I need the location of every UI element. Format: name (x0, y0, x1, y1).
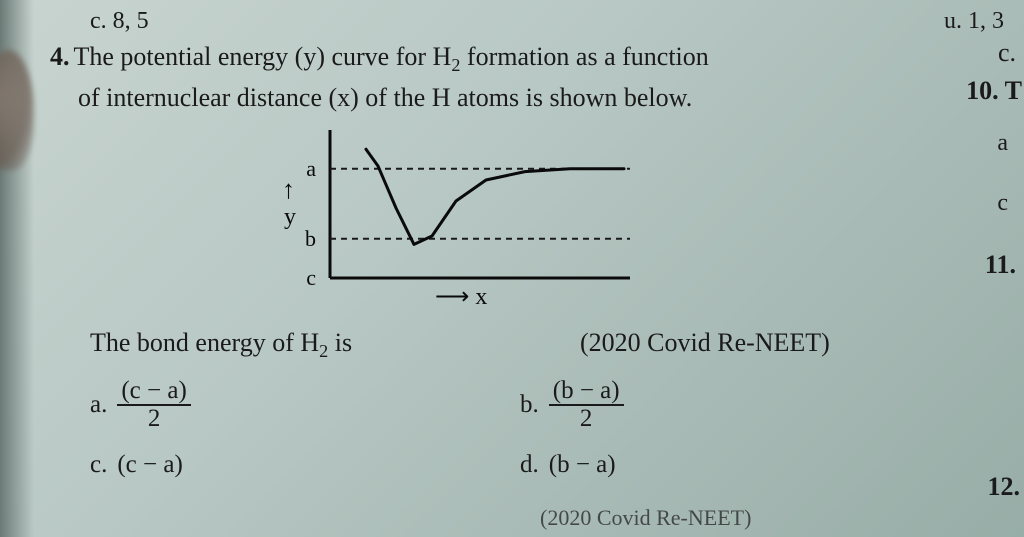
bond-left2: is (328, 328, 352, 357)
option-a-frac: (c − a) 2 (117, 378, 190, 433)
pe-curve-chart: a bc ↑y ⟶ x (260, 128, 640, 308)
fragment-q12: 12. (988, 472, 1021, 502)
fragment-q11: 11. (985, 250, 1016, 280)
fragment-right-c: c. (998, 38, 1016, 68)
svg-text:b: b (305, 226, 316, 251)
option-b: b. (b − a) 2 (520, 378, 950, 433)
option-c: c. (c − a) (90, 451, 520, 479)
option-d-text: (b − a) (549, 451, 616, 479)
question-4: 4. The potential energy (y) curve for H2… (50, 38, 930, 116)
question-text-line1: The potential energy (y) curve for H2 fo… (74, 42, 709, 71)
option-c-letter: c. (90, 451, 107, 479)
question-text-line2: of internuclear distance (x) of the H at… (78, 83, 692, 112)
option-c-text: (c − a) (117, 451, 182, 479)
option-d: d. (b − a) (520, 451, 950, 479)
option-d-letter: d. (520, 451, 539, 479)
svg-text:⟶ x: ⟶ x (435, 284, 487, 308)
options-block: a. (c − a) 2 b. (b − a) 2 c. (c − a) d. (90, 378, 990, 497)
bond-left: The bond energy of H (90, 328, 319, 357)
option-b-letter: b. (520, 391, 539, 419)
svg-text:c: c (306, 265, 316, 290)
svg-text:a: a (306, 156, 316, 181)
bond-sub: 2 (319, 341, 328, 361)
fragment-top-right: u. 1, 3 (944, 8, 1004, 35)
option-b-frac: (b − a) 2 (549, 378, 624, 433)
fragment-right-a: a (997, 130, 1008, 157)
svg-text:y: y (284, 204, 296, 230)
svg-text:↑: ↑ (282, 175, 295, 204)
fragment-bottom: (2020 Covid Re-NEET) (540, 505, 751, 531)
option-a-num: (c − a) (117, 378, 190, 406)
option-a-letter: a. (90, 391, 107, 419)
option-b-num: (b − a) (549, 378, 624, 406)
fragment-right-c2: c (997, 190, 1008, 217)
fragment-right-10: 10. T (966, 76, 1022, 106)
option-a-den: 2 (144, 406, 165, 432)
question-number: 4. (50, 42, 70, 71)
chart-svg: a bc ↑y ⟶ x (260, 128, 640, 308)
bond-energy-text: The bond energy of H2 is (90, 328, 990, 362)
fragment-top-left: c. 8, 5 (90, 8, 149, 35)
bond-source: (2020 Covid Re-NEET) (580, 328, 830, 358)
q-line1-b: formation as a function (460, 42, 708, 71)
option-a: a. (c − a) 2 (90, 378, 520, 433)
q-line1-a: The potential energy (y) curve for H (74, 42, 452, 71)
option-b-den: 2 (576, 406, 597, 432)
